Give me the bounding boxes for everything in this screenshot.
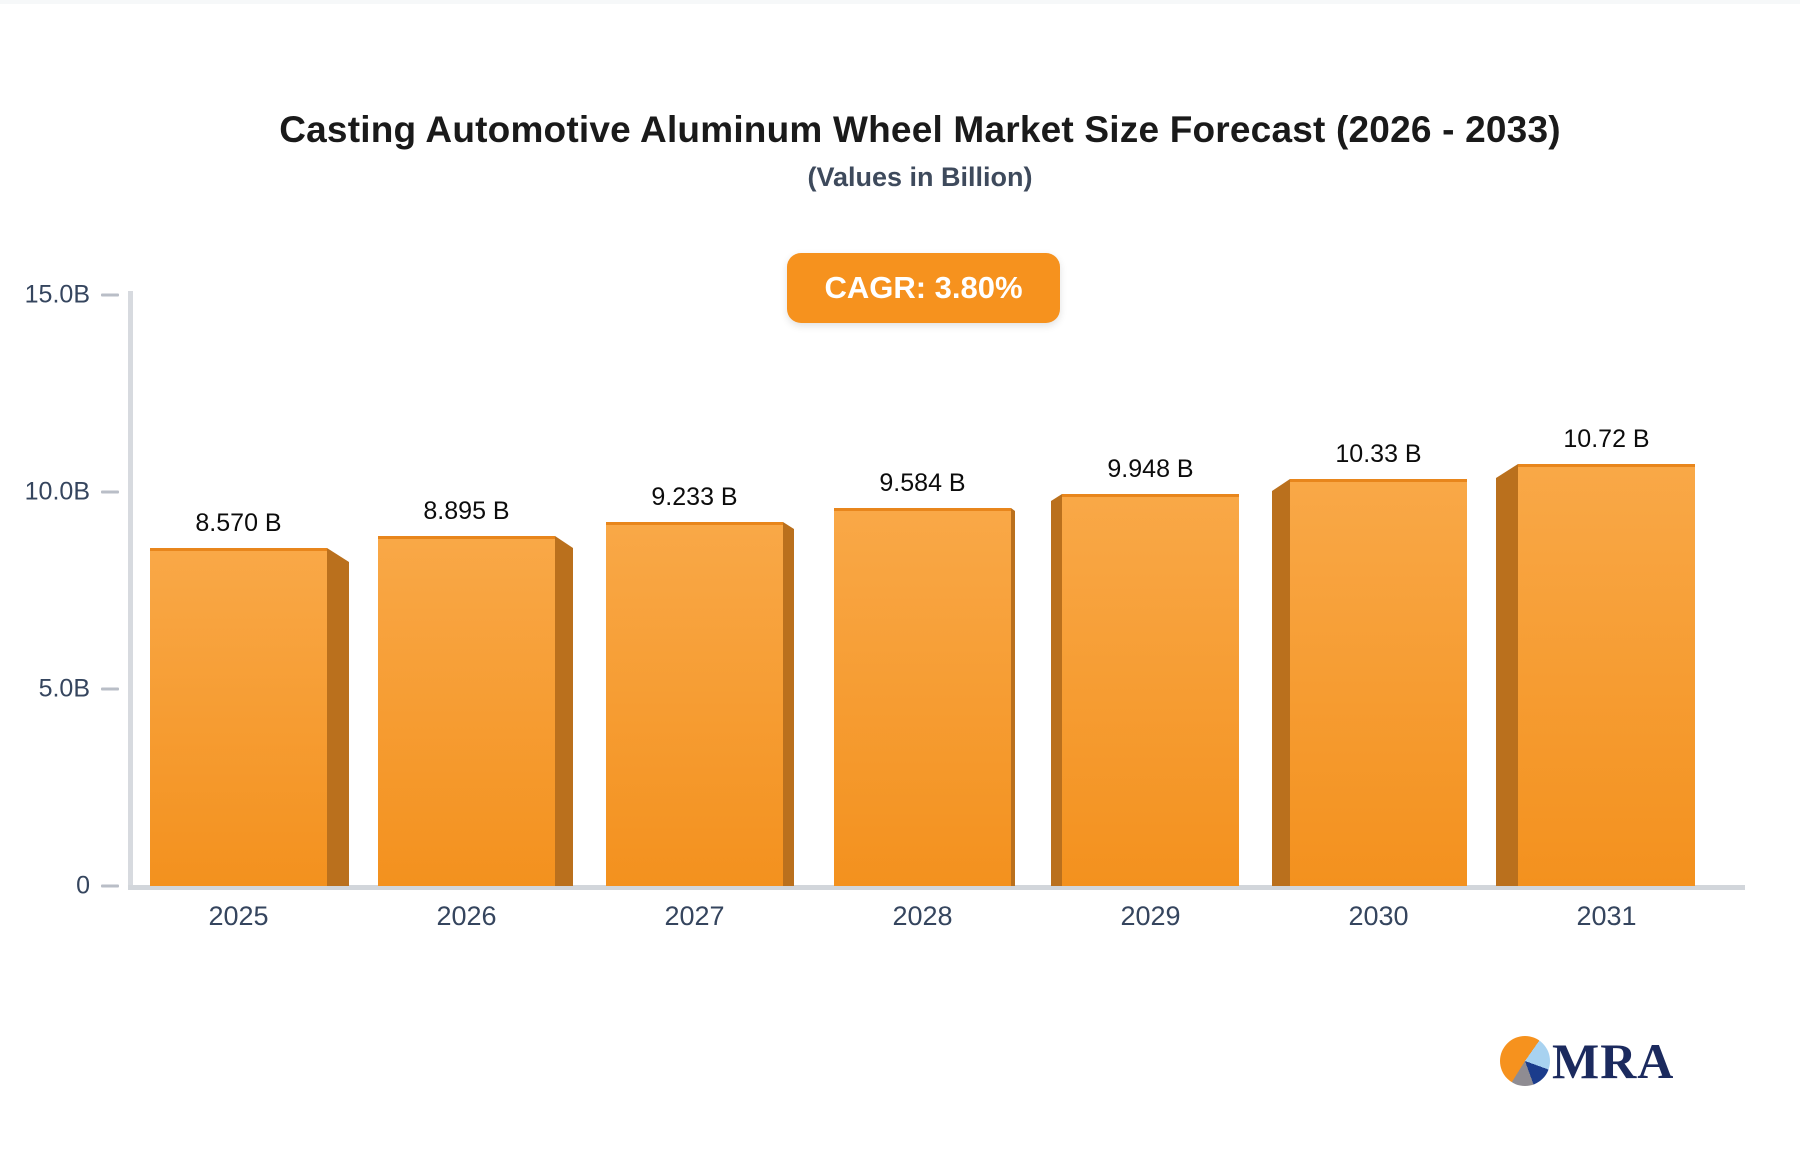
y-axis-label-10.0B: 10.0B xyxy=(24,477,90,506)
pie-chart-icon xyxy=(1500,1036,1550,1086)
x-axis-label-2026: 2026 xyxy=(436,901,497,931)
value-label-2028: 9.584 B xyxy=(879,469,966,497)
card-top-border xyxy=(0,0,1800,4)
bar-2026 xyxy=(378,536,555,886)
page-title: Casting Automotive Aluminum Wheel Market… xyxy=(279,109,1561,150)
bar-2027 xyxy=(606,522,783,886)
x-axis-label-2027: 2027 xyxy=(664,901,725,931)
value-label-2025: 8.570 B xyxy=(195,509,282,537)
bar-2030 xyxy=(1290,479,1467,886)
logo: MRA xyxy=(1500,1036,1674,1086)
bar-3d-side-2028 xyxy=(1011,508,1015,886)
value-label-2031: 10.72 B xyxy=(1563,425,1650,453)
bar-2031 xyxy=(1518,464,1695,886)
y-axis-label-15.0B: 15.0B xyxy=(24,280,90,309)
value-label-2030: 10.33 B xyxy=(1335,440,1422,468)
y-axis-label-0: 0 xyxy=(76,871,90,900)
logo-text: MRA xyxy=(1552,1033,1675,1089)
y-axis-tick xyxy=(101,884,119,888)
y-axis-line xyxy=(128,291,133,889)
y-axis-label-5.0B: 5.0B xyxy=(38,674,90,703)
y-axis-tick xyxy=(101,687,119,691)
value-label-2029: 9.948 B xyxy=(1107,455,1194,483)
x-axis-label-2029: 2029 xyxy=(1120,901,1181,931)
bar-2025 xyxy=(150,548,327,886)
x-axis-label-2028: 2028 xyxy=(892,901,953,931)
value-label-2027: 9.233 B xyxy=(651,483,738,511)
x-axis-line xyxy=(128,885,1745,890)
bar-3d-side-2026 xyxy=(555,536,573,886)
bar-3d-side-2031 xyxy=(1496,464,1518,886)
x-axis-label-2030: 2030 xyxy=(1348,901,1409,931)
bar-3d-side-2025 xyxy=(327,548,349,886)
y-axis-tick xyxy=(101,293,119,297)
bar-2029 xyxy=(1062,494,1239,886)
bar-2028 xyxy=(834,508,1011,886)
bar-3d-side-2027 xyxy=(783,522,794,886)
bar-3d-side-2030 xyxy=(1272,479,1290,886)
value-label-2026: 8.895 B xyxy=(423,497,510,525)
bar-3d-side-2029 xyxy=(1051,494,1062,886)
y-axis-tick xyxy=(101,490,119,494)
x-axis-label-2025: 2025 xyxy=(208,901,269,931)
x-axis-label-2031: 2031 xyxy=(1576,901,1637,931)
cagr-badge: CAGR: 3.80% xyxy=(787,253,1060,323)
page-subtitle: (Values in Billion) xyxy=(807,162,1033,192)
